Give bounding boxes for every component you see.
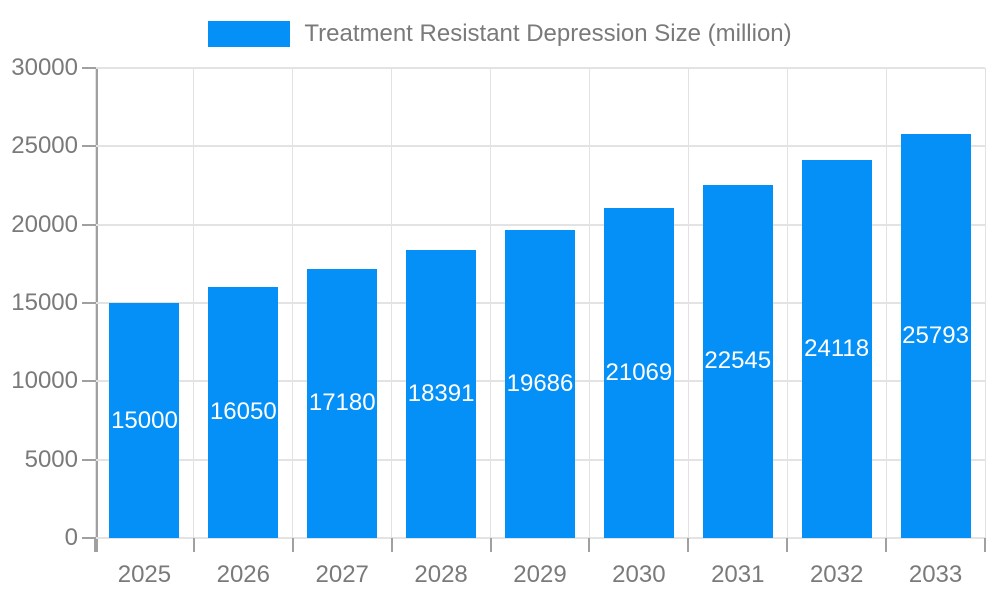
y-axis-label: 5000 (24, 445, 78, 473)
y-axis-label: 15000 (11, 289, 78, 316)
x-gridline (292, 68, 294, 538)
x-axis-tick (687, 538, 690, 552)
y-axis-tick (82, 537, 96, 539)
bar-value-label: 17180 (308, 389, 376, 417)
x-axis-tick (291, 538, 294, 552)
y-axis-tick (82, 458, 96, 461)
bar-value-label: 24118 (804, 335, 870, 363)
x-axis-label: 2033 (908, 561, 963, 588)
y-axis-label: 20000 (11, 210, 78, 238)
x-gridline (391, 68, 393, 538)
bar-value-label: 21069 (605, 358, 673, 386)
x-axis-label: 2031 (711, 561, 765, 588)
y-gridline (95, 67, 985, 69)
x-axis-tick (390, 538, 393, 552)
y-axis-tick (82, 302, 96, 304)
y-axis-label: 0 (64, 524, 78, 551)
bar-value-label: 16050 (209, 398, 277, 426)
x-gridline (588, 68, 590, 538)
y-gridline (95, 145, 985, 148)
legend-item[interactable]: Treatment Resistant Depression Size (mil… (0, 14, 1000, 54)
legend-label: Treatment Resistant Depression Size (mil… (304, 20, 792, 47)
x-gridline (687, 68, 689, 538)
x-gridline (490, 68, 492, 538)
y-axis-label: 10000 (11, 367, 78, 395)
bar-2029[interactable]: 19686 (505, 229, 575, 538)
x-gridline (885, 68, 887, 538)
x-axis-label: 2032 (809, 561, 864, 588)
x-axis-tick (192, 538, 195, 552)
bar-2025[interactable]: 15000 (109, 303, 180, 538)
y-gridline (95, 537, 985, 539)
y-axis-tick (82, 223, 96, 226)
y-axis-tick (82, 145, 96, 148)
bar-2028[interactable]: 18391 (406, 249, 477, 538)
y-gridline (95, 223, 985, 226)
bar-2026[interactable]: 16050 (208, 286, 279, 538)
x-axis-tick (984, 538, 986, 552)
bar-2031[interactable]: 22545 (702, 184, 773, 538)
bar-2032[interactable]: 24118 (801, 160, 872, 538)
x-axis-label: 2029 (513, 561, 567, 588)
x-gridline (984, 68, 986, 538)
x-axis-tick (786, 538, 789, 552)
x-axis-label: 2030 (612, 561, 666, 588)
bar-value-label: 25793 (902, 321, 969, 349)
bar-2033[interactable]: 25793 (900, 133, 971, 538)
y-axis-tick (82, 380, 96, 383)
bar-value-label: 22545 (704, 347, 772, 375)
y-axis-tick (82, 67, 96, 69)
x-axis-label: 2027 (315, 561, 369, 588)
y-axis-label: 30000 (11, 54, 78, 81)
plot-area: 15000 16050 17180 18391 19686 21069 22545 24118… (94, 67, 986, 539)
x-axis-label: 2025 (117, 561, 172, 588)
bar-2027[interactable]: 17180 (307, 268, 378, 538)
x-axis-tick (588, 538, 591, 552)
x-axis-tick (885, 538, 888, 552)
x-axis-label: 2026 (216, 561, 270, 588)
x-axis-tick (94, 538, 96, 552)
y-axis-label: 25000 (11, 132, 78, 160)
bar-value-label: 15000 (111, 406, 178, 434)
x-axis-label: 2028 (414, 561, 468, 588)
legend-swatch (208, 21, 291, 47)
bar-value-label: 18391 (407, 379, 475, 407)
bar-2030[interactable]: 21069 (603, 207, 674, 538)
y-axis-line (96, 68, 98, 552)
x-axis-tick (489, 538, 492, 552)
x-gridline (193, 68, 195, 538)
bar-value-label: 19686 (506, 369, 574, 397)
x-gridline (786, 68, 788, 538)
